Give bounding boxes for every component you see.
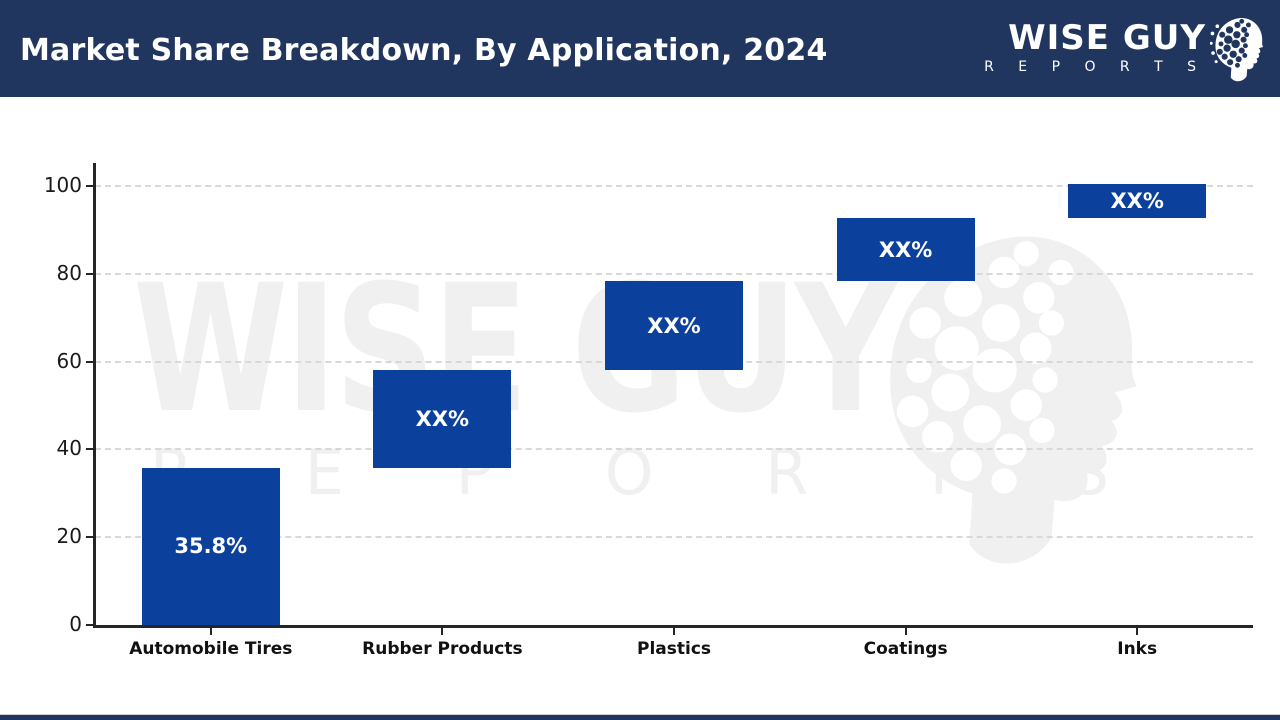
bar-inks: XX% bbox=[1068, 184, 1207, 219]
category-label-2: Plastics bbox=[636, 639, 712, 659]
y-tick-100 bbox=[86, 185, 94, 187]
category-label-4: Inks bbox=[1117, 639, 1158, 659]
y-tick-label-60: 60 bbox=[56, 348, 82, 373]
x-tick-0 bbox=[209, 627, 212, 635]
logo-tagline: R E P O R T S bbox=[984, 59, 1206, 76]
x-tick-2 bbox=[673, 627, 675, 635]
y-axis-line bbox=[93, 163, 96, 627]
y-tick-label-80: 80 bbox=[56, 260, 82, 285]
y-tick-40 bbox=[86, 448, 94, 451]
category-label-0: Automobile Tires bbox=[129, 639, 293, 659]
bar-value-label: XX% bbox=[878, 237, 933, 262]
y-tick-label-0: 0 bbox=[69, 612, 82, 636]
bar-value-label: XX% bbox=[647, 313, 701, 338]
bar-coatings: XX% bbox=[836, 218, 975, 282]
wiseguy-logo: WISE GUY R E P O R T S bbox=[984, 6, 1268, 92]
watermark-text-name: WISE GUY bbox=[133, 247, 897, 452]
bar-value-label: 35.8% bbox=[174, 534, 248, 559]
x-tick-3 bbox=[904, 627, 907, 635]
y-tick-0 bbox=[86, 624, 94, 626]
logo-name: WISE GUY bbox=[1008, 18, 1206, 58]
watermark-text-tagline: R E P O R T S bbox=[150, 436, 1155, 509]
wiseguy-head-icon bbox=[1210, 18, 1264, 82]
category-label-1: Rubber Products bbox=[362, 639, 523, 659]
y-tick-label-20: 20 bbox=[56, 524, 82, 549]
x-tick-1 bbox=[441, 627, 444, 635]
y-tick-label-40: 40 bbox=[56, 436, 82, 461]
footer-bar bbox=[0, 715, 1280, 720]
bar-rubber-products: XX% bbox=[373, 370, 512, 468]
y-tick-60 bbox=[86, 360, 94, 363]
category-label-3: Coatings bbox=[863, 639, 948, 659]
x-axis-line bbox=[93, 625, 1253, 628]
gridline-100 bbox=[95, 185, 1253, 187]
y-tick-20 bbox=[86, 536, 94, 539]
footer-divider bbox=[0, 714, 1280, 715]
x-tick-4 bbox=[1136, 627, 1139, 635]
wiseguy-logo-text: WISE GUY R E P O R T S bbox=[980, 18, 1206, 76]
gridline-40 bbox=[95, 448, 1253, 451]
y-tick-80 bbox=[86, 272, 94, 275]
page-title: Market Share Breakdown, By Application, … bbox=[20, 33, 828, 68]
bar-value-label: XX% bbox=[415, 407, 470, 432]
bar-automobile-tires: 35.8% bbox=[141, 467, 280, 625]
y-tick-label-100: 100 bbox=[43, 173, 82, 197]
bar-plastics: XX% bbox=[605, 281, 743, 371]
gridline-20 bbox=[95, 536, 1253, 539]
header-banner: Market Share Breakdown, By Application, … bbox=[0, 0, 1280, 97]
bar-value-label: XX% bbox=[1110, 189, 1164, 214]
gridline-80 bbox=[95, 272, 1253, 275]
